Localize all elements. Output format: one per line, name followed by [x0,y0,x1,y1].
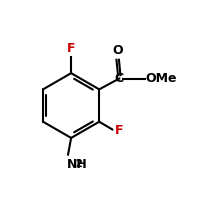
Text: NH: NH [66,158,87,171]
Text: C: C [115,72,124,85]
Text: 2: 2 [75,159,82,169]
Text: O: O [112,44,123,57]
Text: F: F [115,125,123,138]
Text: OMe: OMe [145,72,177,85]
Text: F: F [67,42,75,55]
